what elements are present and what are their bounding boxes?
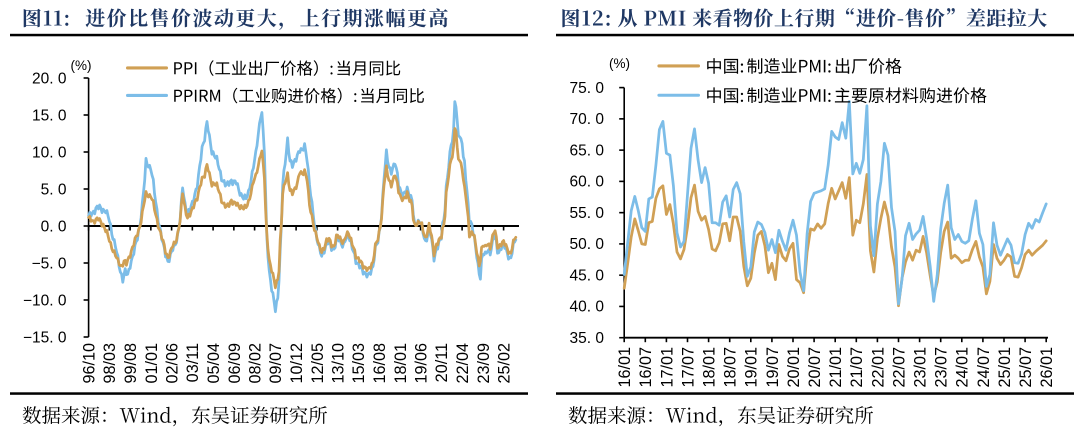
svg-text:13/10: 13/10	[330, 343, 348, 384]
svg-text:19/07: 19/07	[764, 347, 782, 388]
svg-text:70. 0: 70. 0	[570, 111, 605, 128]
svg-text:25/07: 25/07	[1017, 347, 1035, 388]
svg-text:19/06: 19/06	[413, 343, 431, 384]
svg-text:21/07: 21/07	[848, 347, 866, 388]
svg-text:65. 0: 65. 0	[570, 142, 605, 159]
svg-text:17/07: 17/07	[679, 347, 697, 388]
svg-text:−5. 0: −5. 0	[32, 255, 67, 272]
svg-text:15/03: 15/03	[350, 343, 368, 384]
svg-text:50. 0: 50. 0	[570, 236, 605, 253]
svg-text:26/01: 26/01	[1038, 347, 1056, 388]
svg-text:22/01: 22/01	[869, 347, 887, 388]
svg-text:35. 0: 35. 0	[570, 330, 605, 347]
svg-text:20. 0: 20. 0	[32, 70, 67, 87]
svg-text:60. 0: 60. 0	[570, 174, 605, 191]
svg-text:20/11: 20/11	[433, 343, 451, 382]
svg-text:10/12: 10/12	[288, 343, 306, 384]
svg-text:55. 0: 55. 0	[570, 205, 605, 222]
svg-text:23/01: 23/01	[912, 347, 930, 388]
svg-text:99/08: 99/08	[122, 343, 140, 384]
svg-text:24/07: 24/07	[975, 347, 993, 388]
svg-text:0. 0: 0. 0	[41, 218, 67, 235]
svg-text:16/01: 16/01	[616, 347, 634, 388]
svg-text:16/08: 16/08	[371, 343, 389, 384]
svg-text:09/07: 09/07	[267, 343, 285, 384]
svg-text:24/01: 24/01	[954, 347, 972, 388]
svg-text:08/02: 08/02	[247, 343, 265, 384]
svg-text:(%): (%)	[609, 56, 630, 71]
svg-text:10. 0: 10. 0	[32, 144, 67, 161]
svg-text:18/01: 18/01	[701, 347, 719, 388]
svg-text:12/05: 12/05	[309, 343, 327, 384]
svg-text:01/01: 01/01	[143, 343, 161, 384]
svg-text:18/07: 18/07	[722, 347, 740, 388]
svg-text:02/06: 02/06	[164, 343, 182, 384]
svg-text:−15. 0: −15. 0	[23, 329, 67, 346]
svg-text:(%): (%)	[71, 58, 92, 73]
svg-text:45. 0: 45. 0	[570, 268, 605, 285]
svg-text:15. 0: 15. 0	[32, 107, 67, 124]
svg-text:23/07: 23/07	[933, 347, 951, 388]
svg-text:−10. 0: −10. 0	[23, 292, 67, 309]
svg-text:16/07: 16/07	[637, 347, 655, 388]
svg-text:40. 0: 40. 0	[570, 299, 605, 316]
svg-text:23/09: 23/09	[475, 343, 493, 384]
svg-text:25/02: 25/02	[496, 343, 514, 384]
svg-text:75. 0: 75. 0	[570, 80, 605, 97]
svg-text:21/01: 21/01	[827, 347, 845, 388]
svg-text:05/04: 05/04	[205, 343, 223, 384]
svg-text:06/09: 06/09	[226, 343, 244, 384]
svg-text:18/01: 18/01	[392, 343, 410, 384]
svg-text:20/07: 20/07	[806, 347, 824, 388]
svg-text:22/04: 22/04	[454, 343, 472, 384]
svg-text:20/01: 20/01	[785, 347, 803, 388]
svg-text:98/03: 98/03	[101, 343, 119, 384]
svg-text:25/01: 25/01	[996, 347, 1014, 388]
svg-text:03/11: 03/11	[184, 343, 202, 382]
svg-text:17/01: 17/01	[658, 347, 676, 388]
svg-text:96/10: 96/10	[81, 343, 99, 384]
svg-text:5. 0: 5. 0	[41, 181, 67, 198]
svg-text:22/07: 22/07	[890, 347, 908, 388]
svg-text:19/01: 19/01	[743, 347, 761, 388]
